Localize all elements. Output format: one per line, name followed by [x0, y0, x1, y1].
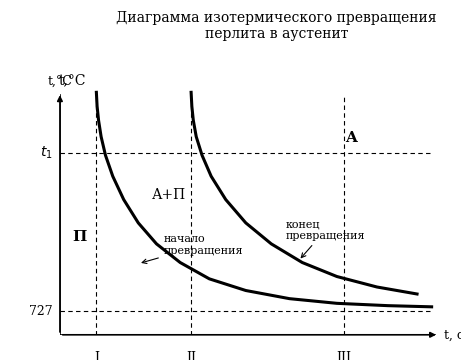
Text: Диаграмма изотермического превращения
перлита в аустенит: Диаграмма изотермического превращения пе…	[116, 11, 437, 41]
Text: II: II	[186, 351, 196, 360]
Text: t, сек: t, сек	[444, 328, 461, 341]
Text: III: III	[337, 351, 352, 360]
Text: t,°C: t,°C	[58, 74, 86, 88]
Text: A: A	[346, 131, 357, 145]
Text: начало
превращения: начало превращения	[142, 234, 243, 264]
Text: $t_1$: $t_1$	[40, 145, 53, 161]
Text: А+П: А+П	[152, 188, 186, 202]
Text: I: I	[94, 351, 99, 360]
Text: t,°C: t,°C	[47, 75, 72, 88]
Text: конец
превращения: конец превращения	[286, 219, 366, 258]
Text: П: П	[73, 230, 87, 244]
Text: 727: 727	[29, 305, 53, 318]
